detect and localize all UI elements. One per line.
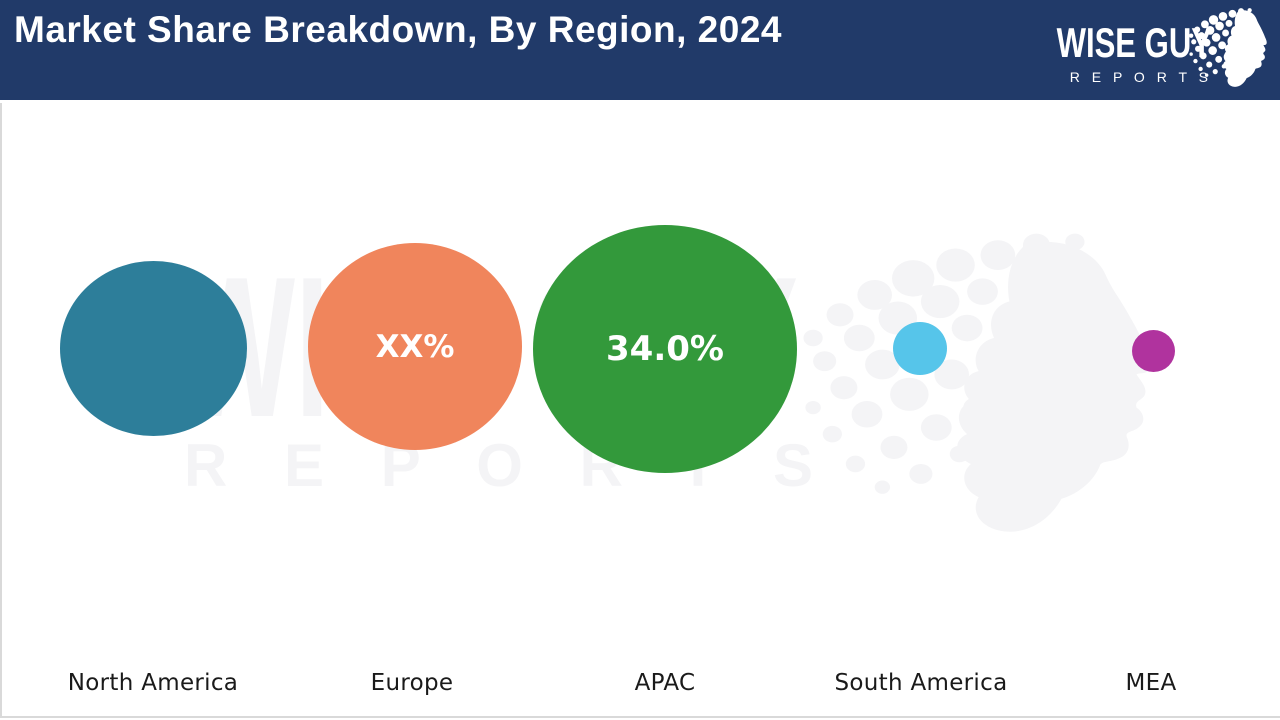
category-label-apac: APAC (634, 670, 696, 696)
watermark-head-icon (790, 222, 1175, 570)
category-label-south-america: South America (834, 670, 1008, 696)
logo-sub-text: R E P O R T S (1069, 69, 1212, 85)
wise-guy-reports-logo: WISE GUY R E P O R T S (1018, 0, 1268, 100)
page-title: Market Share Breakdown, By Region, 2024 (14, 9, 782, 50)
bubble-south-america (893, 322, 947, 375)
category-label-mea: MEA (1125, 670, 1177, 696)
header-bar: Market Share Breakdown, By Region, 2024 … (0, 0, 1280, 100)
bubble-value-label: 34.0% (606, 329, 724, 369)
category-label-north-america: North America (67, 670, 239, 696)
bubble-mea (1132, 330, 1175, 372)
bubble-value-label: XX% (375, 328, 455, 365)
category-label-europe: Europe (370, 670, 454, 696)
axis-spine-bottom (0, 716, 1280, 718)
chart-area: WISE GUY R E P O R T S XX% 34.0% North A… (0, 100, 1280, 720)
category-axis: North America Europe APAC South America … (0, 670, 1280, 710)
wise-guy-head-icon (1186, 5, 1272, 97)
axis-spine-left (0, 103, 2, 718)
bubble-europe: XX% (308, 243, 522, 450)
logo-text: WISE GUY R E P O R T S (1002, 19, 1212, 86)
logo-brand-text: WISE GUY (1056, 19, 1212, 66)
bubble-north-america (60, 261, 247, 436)
bubble-apac: 34.0% (533, 225, 797, 473)
